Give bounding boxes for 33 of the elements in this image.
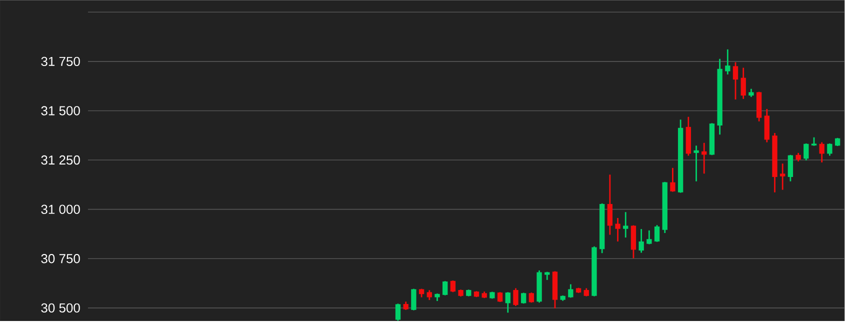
- candlestick: [819, 142, 824, 164]
- candlestick: [725, 48, 730, 76]
- candlestick: [395, 303, 401, 322]
- candlestick: [654, 224, 660, 243]
- candlestick: [520, 292, 526, 304]
- y-tick-label: 31 750: [41, 56, 80, 66]
- candlestick: [442, 280, 448, 296]
- candlestick: [505, 292, 510, 314]
- candlestick: [450, 280, 456, 293]
- candlestick: [780, 162, 786, 191]
- candlestick: [623, 212, 628, 238]
- candlestick: [732, 62, 738, 100]
- y-tick-label: 31 000: [41, 204, 80, 214]
- candlestick: [607, 174, 613, 236]
- candlestick: [615, 217, 620, 242]
- y-tick-label: 31 500: [41, 106, 80, 116]
- candlestick: [670, 167, 676, 193]
- y-tick-label: 30 750: [41, 254, 80, 264]
- candlestick: [804, 142, 809, 162]
- candlestick: [497, 292, 503, 303]
- candlestick: [694, 145, 699, 182]
- candlestick: [568, 284, 574, 298]
- candlestick: [411, 288, 416, 312]
- y-tick-label: 30 500: [41, 303, 80, 313]
- candlestick: [740, 67, 746, 100]
- candlestick: [426, 290, 432, 301]
- candlestick: [513, 288, 518, 307]
- y-tick-label: 31 250: [41, 156, 80, 165]
- candlestick: [638, 228, 644, 254]
- candlestick: [646, 230, 652, 246]
- candlestick: [528, 292, 534, 304]
- candlestick: [827, 142, 832, 156]
- candlestick: [788, 154, 794, 182]
